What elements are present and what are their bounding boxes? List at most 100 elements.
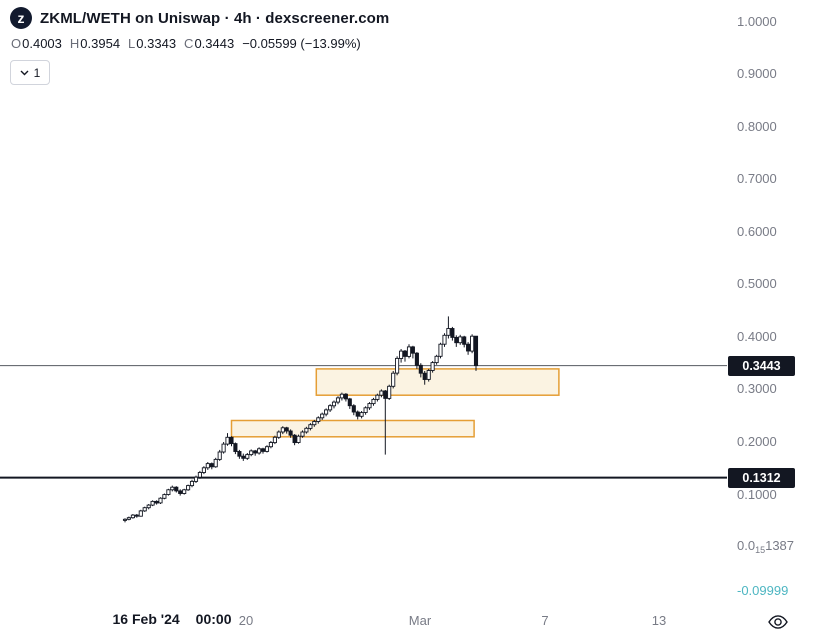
- candle: [241, 453, 246, 461]
- candle-body: [438, 343, 443, 357]
- candle-body: [371, 398, 376, 405]
- candle-body: [225, 436, 230, 445]
- candle: [264, 445, 270, 453]
- candle-body: [253, 450, 258, 454]
- candle: [166, 488, 171, 496]
- candle: [359, 411, 364, 419]
- candle: [213, 457, 218, 468]
- candle: [418, 363, 423, 378]
- candle-body: [268, 442, 273, 448]
- low-label: L: [128, 36, 136, 51]
- candle-body: [284, 427, 289, 432]
- candle-body: [466, 343, 471, 352]
- open-value: 0.4003: [22, 36, 62, 51]
- candle-body: [122, 518, 128, 521]
- candle: [387, 384, 392, 400]
- candle: [150, 500, 155, 507]
- candle: [178, 489, 183, 496]
- lower-zone-rectangle[interactable]: [230, 419, 475, 438]
- candle-body: [142, 507, 147, 512]
- candle: [316, 416, 321, 424]
- candle-body: [292, 434, 297, 444]
- candle: [331, 400, 337, 409]
- candle: [308, 423, 313, 431]
- candle-body: [288, 430, 293, 436]
- open-label: O: [11, 36, 22, 51]
- candle-body: [272, 436, 277, 444]
- candle: [158, 497, 163, 504]
- candle-body: [324, 409, 329, 415]
- candle: [209, 462, 214, 470]
- candle: [122, 518, 128, 523]
- candle: [197, 470, 202, 479]
- candle: [462, 335, 467, 348]
- candle: [312, 419, 317, 427]
- candle: [268, 441, 273, 449]
- candle: [363, 406, 368, 415]
- candle: [288, 429, 293, 438]
- candle-body: [328, 405, 333, 411]
- candle: [426, 368, 431, 382]
- y-axis-tick: 0.8000: [737, 118, 777, 134]
- candle-body: [355, 411, 360, 417]
- candle: [146, 504, 151, 510]
- candle-body: [434, 355, 439, 364]
- candle: [399, 349, 404, 363]
- candle-body: [308, 424, 313, 429]
- candle: [402, 350, 408, 362]
- candle-body: [383, 390, 388, 399]
- candle: [245, 453, 250, 460]
- candle: [170, 485, 175, 492]
- candle-body: [174, 486, 179, 492]
- y-axis-tick: 1.0000: [737, 13, 777, 29]
- candle: [391, 371, 396, 389]
- candle: [253, 449, 258, 456]
- symbol-title-row: z ZKML/WETH on Uniswap · 4h · dexscreene…: [10, 7, 389, 29]
- candle-body: [233, 443, 238, 452]
- legend-collapse-count: 1: [33, 65, 41, 80]
- candle-body: [158, 497, 163, 504]
- candle-body: [470, 335, 475, 352]
- candle-body: [260, 448, 266, 452]
- candle: [284, 426, 289, 434]
- candle: [324, 408, 329, 417]
- candle-body: [186, 485, 191, 491]
- candle: [450, 326, 455, 341]
- candle-body: [241, 455, 246, 459]
- candle-body: [197, 472, 202, 478]
- candle-body: [379, 390, 384, 396]
- candle: [422, 371, 427, 385]
- candle: [134, 514, 139, 518]
- candle-body: [399, 350, 404, 359]
- candle-body: [446, 328, 451, 336]
- candle-body: [276, 431, 281, 438]
- candle-body: [300, 431, 305, 437]
- candle-body: [126, 517, 131, 520]
- scale-visibility-button[interactable]: [766, 610, 790, 634]
- y-axis-tick: 0.6000: [737, 223, 777, 239]
- candle: [320, 412, 325, 420]
- upper-zone-rectangle[interactable]: [315, 368, 560, 396]
- candle: [339, 392, 344, 401]
- candle-body: [387, 385, 392, 399]
- candle-body: [410, 346, 415, 354]
- candle-body: [221, 443, 226, 453]
- candle-body: [363, 407, 368, 413]
- y-axis-tick: 0.2000: [737, 433, 777, 449]
- y-axis-tick: 0.0151387: [737, 537, 795, 555]
- y-axis-tick: 0.3000: [737, 381, 777, 397]
- candle-body: [375, 394, 380, 400]
- candle: [193, 475, 199, 483]
- candle-body: [280, 427, 285, 433]
- candle: [395, 356, 400, 376]
- price-badge: 0.1312: [728, 467, 795, 488]
- y-axis-tick: 0.1000: [737, 486, 777, 502]
- x-axis-tick: 20: [238, 613, 254, 628]
- candle: [233, 442, 238, 455]
- token-logo: z: [10, 7, 32, 29]
- candle: [174, 486, 179, 493]
- symbol-title[interactable]: ZKML/WETH on Uniswap · 4h · dexscreener.…: [40, 9, 390, 27]
- legend-collapse-button[interactable]: 1: [10, 60, 50, 85]
